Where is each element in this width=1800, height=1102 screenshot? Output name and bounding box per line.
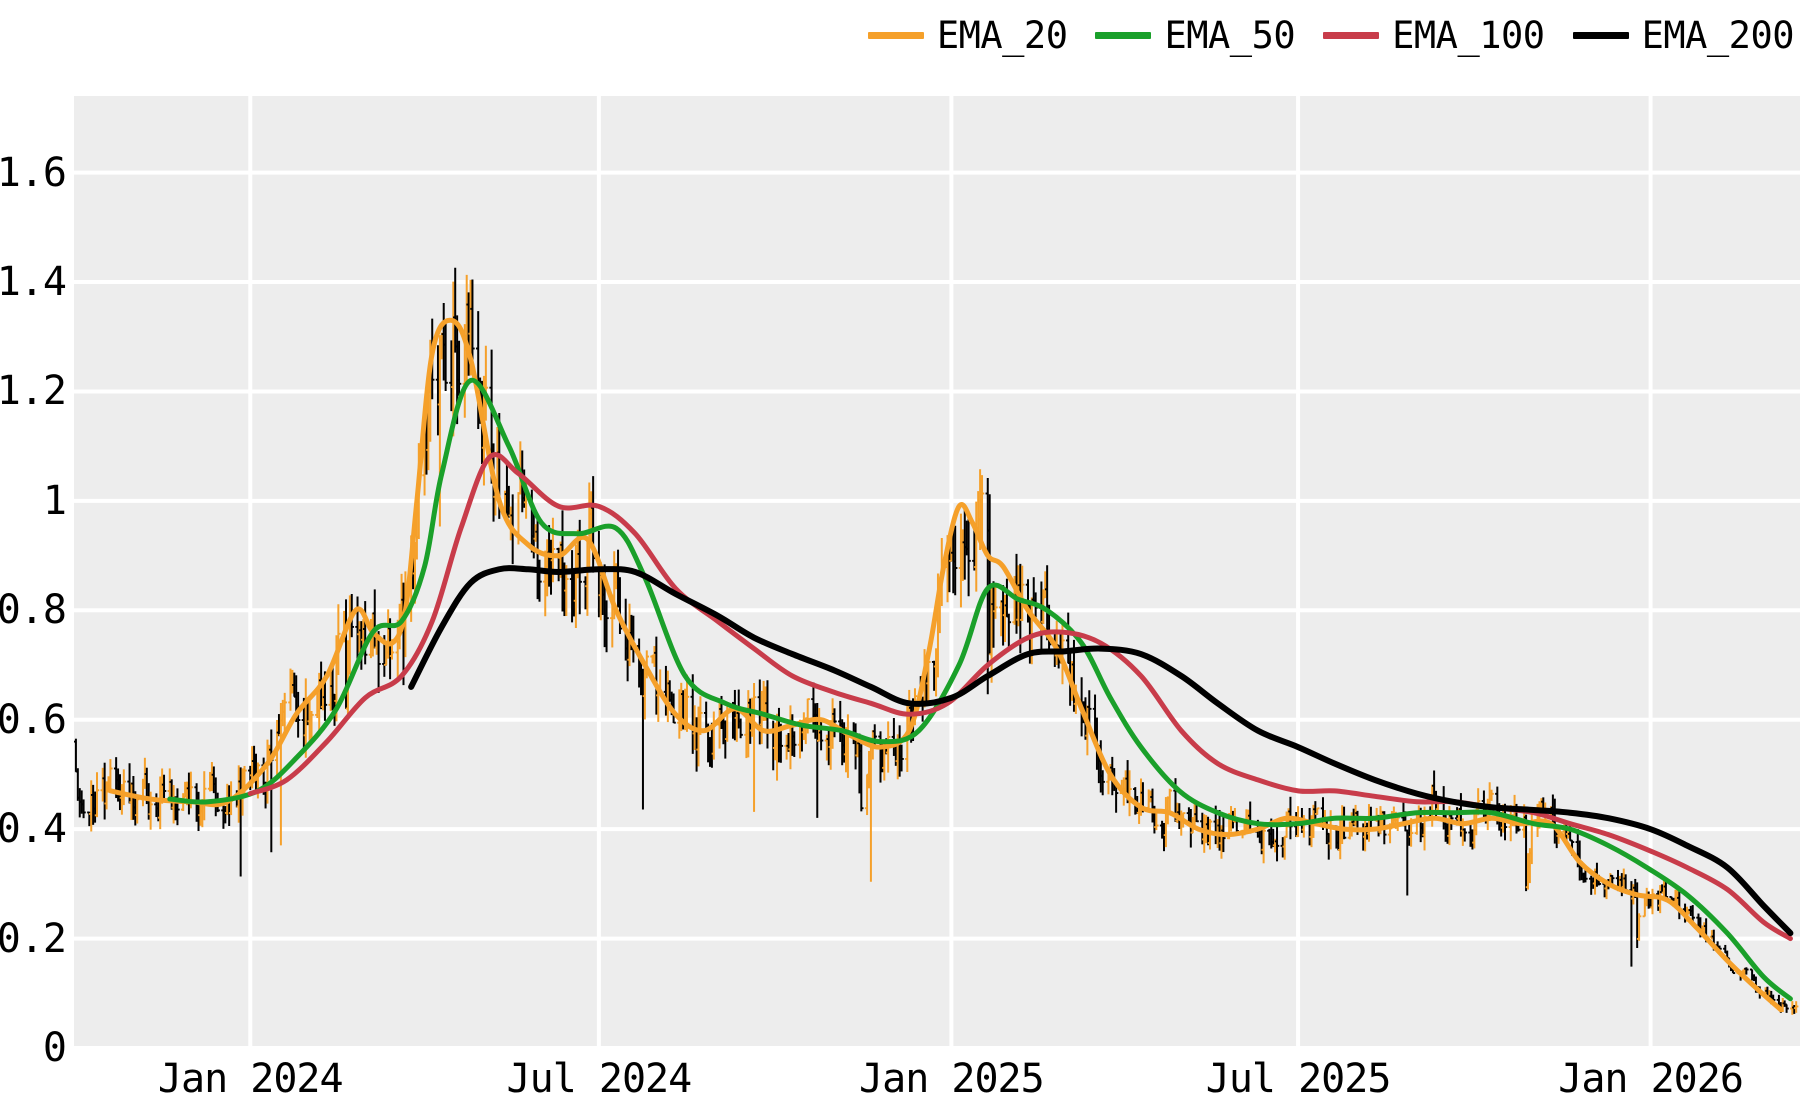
legend-item-ema_50[interactable]: EMA_50: [1095, 13, 1296, 57]
chart-legend: EMA_20 EMA_50 EMA_100 EMA_200: [0, 0, 1800, 70]
y-axis-tick-label: 1.2: [0, 368, 67, 415]
y-axis-tick-label: 0.4: [0, 806, 67, 853]
price-bars: [74, 267, 1799, 1015]
legend-label: EMA_200: [1641, 13, 1795, 57]
y-axis-tick-label: 1: [42, 477, 67, 524]
x-axis-tick-label: Jan 2026: [1558, 1056, 1744, 1102]
y-axis: 1.6 1.4 1.2 1 0.8 0.6 0.4 0.2 0: [0, 96, 74, 1071]
y-axis-tick-label: 1.4: [0, 259, 67, 306]
x-axis-tick-label: Jan 2025: [859, 1056, 1045, 1102]
y-axis-tick-label: 0.8: [0, 587, 67, 634]
series-line-ema_200: [408, 565, 1794, 937]
legend-label: EMA_20: [936, 13, 1068, 57]
y-axis-tick-label: 0: [42, 1025, 67, 1071]
series-line-ema_20: [107, 317, 1784, 1013]
series-line-ema_100: [247, 452, 1793, 942]
legend-swatch-icon: [867, 31, 924, 39]
legend-label: EMA_50: [1164, 13, 1296, 57]
x-axis-tick-label: Jan 2024: [157, 1056, 344, 1102]
legend-swatch-icon: [1095, 31, 1152, 39]
x-axis: Jan 2024 Jul 2024 Jan 2025 Jul 2025 Jan 2026: [0, 1048, 1800, 1102]
y-axis-tick-label: 1.6: [0, 149, 67, 196]
legend-swatch-icon: [1572, 31, 1629, 39]
chart-canvas: [74, 96, 1800, 1048]
y-axis-tick-label: 0.6: [0, 696, 67, 743]
legend-item-ema_20[interactable]: EMA_20: [867, 13, 1068, 57]
plot-area: [74, 96, 1800, 1048]
gridlines: [74, 96, 1800, 1048]
y-axis-tick-label: 0.2: [0, 915, 67, 962]
series-line-ema_50: [167, 377, 1793, 1002]
legend-item-ema_100[interactable]: EMA_100: [1323, 13, 1545, 57]
legend-label: EMA_100: [1392, 13, 1545, 57]
x-axis-tick-label: Jul 2025: [1205, 1056, 1392, 1102]
legend-swatch-icon: [1323, 31, 1380, 39]
x-axis-tick-label: Jul 2024: [506, 1056, 693, 1102]
legend-item-ema_200[interactable]: EMA_200: [1572, 13, 1795, 57]
